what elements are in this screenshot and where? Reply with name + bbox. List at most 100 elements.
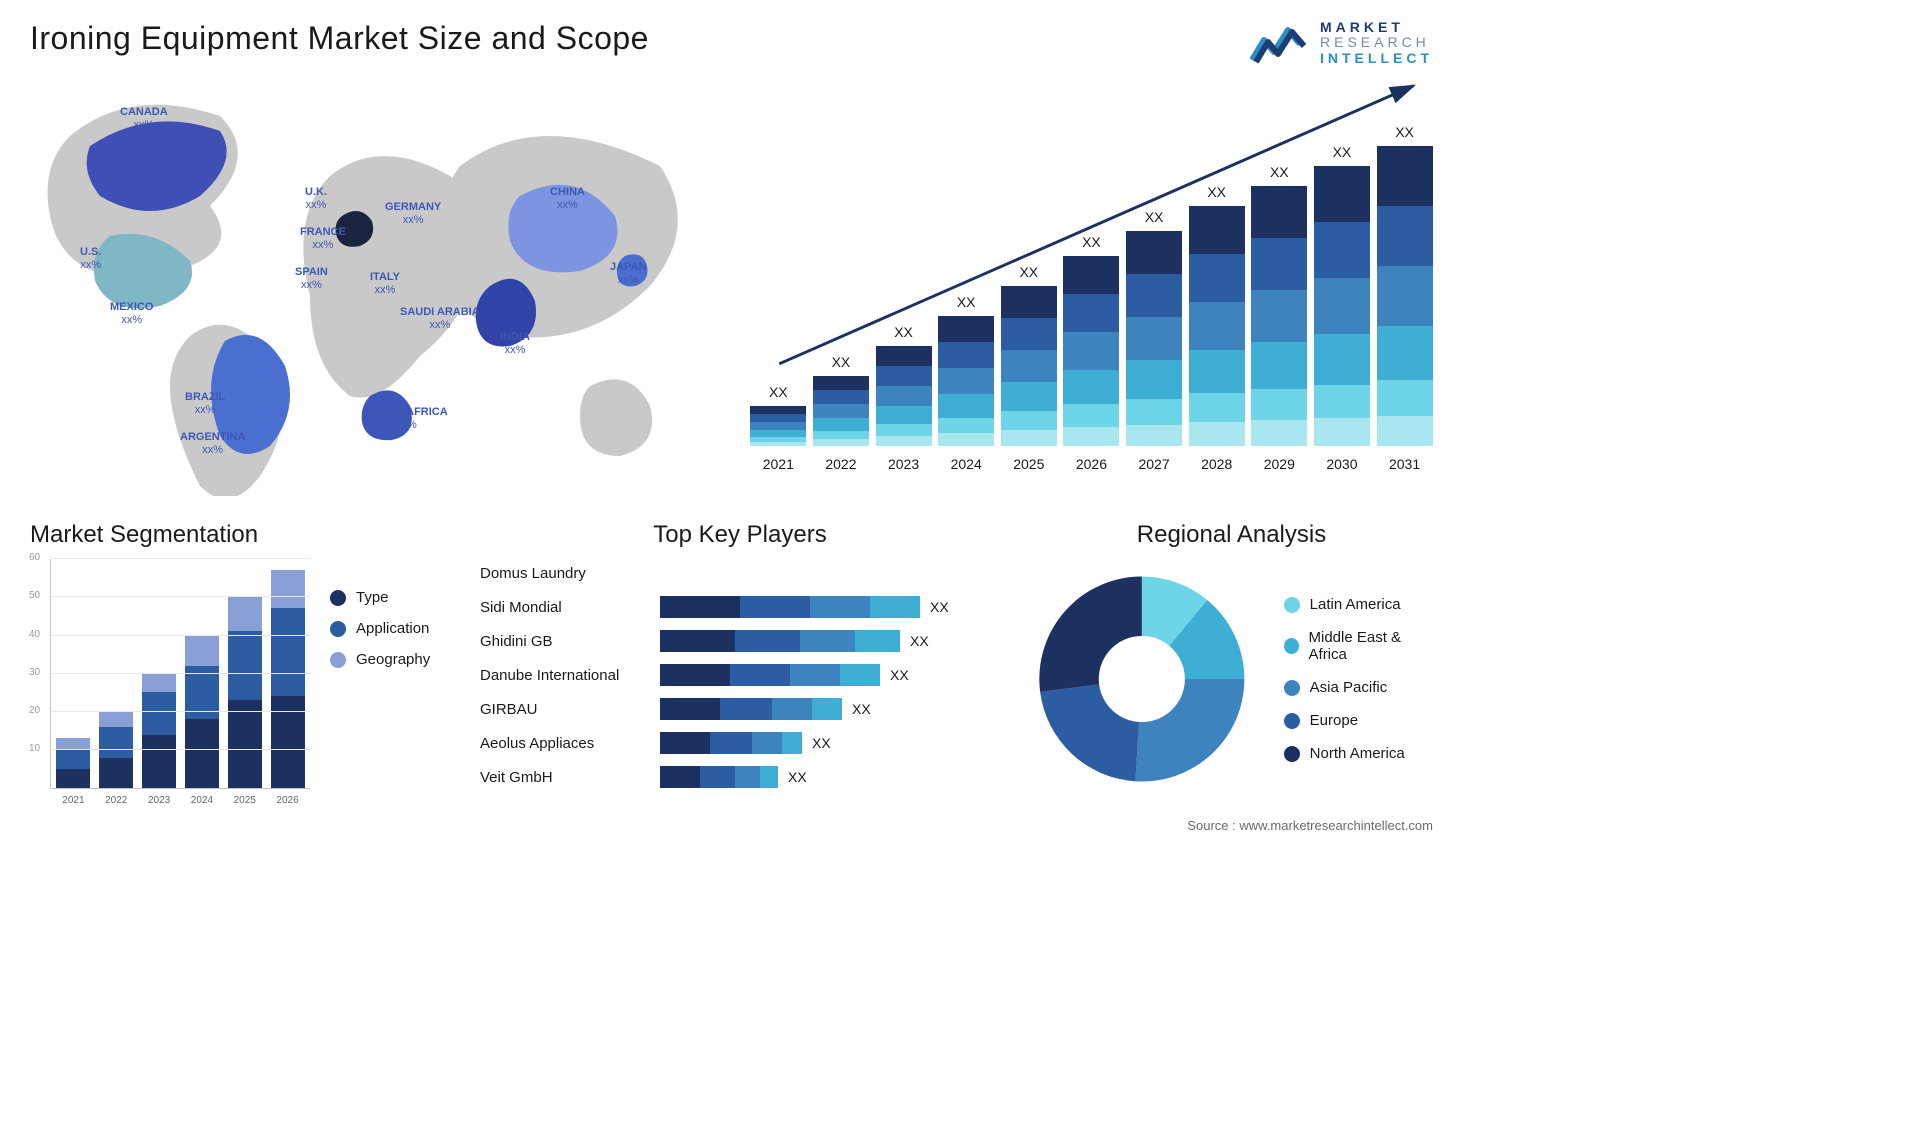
logo-line-2: RESEARCH [1320, 35, 1433, 50]
player-bars: XX XX XX XX XX XX [660, 559, 1000, 791]
map-label: SOUTH AFRICAxx% [365, 406, 448, 432]
segmentation-year-label: 2024 [185, 795, 219, 806]
growth-year-label: 2022 [813, 456, 869, 472]
growth-bar: XX [750, 406, 806, 446]
player-names: Domus LaundrySidi MondialGhidini GBDanub… [480, 559, 660, 791]
growth-bar-label: XX [1001, 264, 1057, 280]
player-bar-row: XX [660, 729, 1000, 757]
legend-dot-icon [1284, 746, 1300, 762]
market-growth-chart: XXXXXXXXXXXXXXXXXXXXXX 20212022202320242… [750, 76, 1433, 476]
player-name: Domus Laundry [480, 559, 660, 587]
player-value: XX [812, 735, 831, 751]
legend-label: Geography [356, 651, 430, 668]
map-label: CHINAxx% [550, 186, 585, 212]
region-panel: Regional Analysis Latin America Middle Ea… [1030, 521, 1433, 799]
growth-bar: XX [1314, 166, 1370, 446]
growth-bars: XXXXXXXXXXXXXXXXXXXXXX [750, 146, 1433, 446]
growth-year-label: 2027 [1126, 456, 1182, 472]
segmentation-year-label: 2026 [271, 795, 305, 806]
growth-bar: XX [1377, 146, 1433, 446]
segmentation-chart: 202120222023202420252026 102030405060 [50, 559, 310, 789]
segmentation-bar [142, 673, 176, 788]
segmentation-years: 202120222023202420252026 [51, 795, 310, 806]
player-bar-row: XX [660, 763, 1000, 791]
growth-bar-label: XX [1314, 144, 1370, 160]
legend-label: Asia Pacific [1310, 679, 1388, 696]
legend-dot-icon [1284, 597, 1300, 613]
growth-year-label: 2025 [1001, 456, 1057, 472]
player-name: Aeolus Appliaces [480, 729, 660, 757]
growth-bar: XX [1189, 206, 1245, 446]
region-legend: Latin America Middle East & Africa Asia Pa… [1284, 596, 1433, 762]
legend-dot-icon [330, 652, 346, 668]
header: Ironing Equipment Market Size and Scope … [30, 20, 1433, 66]
legend-label: Europe [1310, 712, 1358, 729]
map-label: SAUDI ARABIAxx% [400, 306, 480, 332]
player-value: XX [852, 701, 871, 717]
map-label: ITALYxx% [370, 271, 400, 297]
segmentation-year-label: 2025 [228, 795, 262, 806]
segmentation-year-label: 2021 [56, 795, 90, 806]
growth-year-label: 2030 [1314, 456, 1370, 472]
growth-bar: XX [1001, 286, 1057, 446]
growth-bar: XX [1251, 186, 1307, 446]
players-title: Top Key Players [480, 521, 1000, 549]
growth-bar-label: XX [876, 324, 932, 340]
growth-bar-label: XX [1251, 164, 1307, 180]
map-label: CANADAxx% [120, 106, 168, 132]
growth-year-label: 2029 [1251, 456, 1307, 472]
player-bar-row [660, 559, 1000, 587]
brand-logo: MARKET RESEARCH INTELLECT [1250, 20, 1433, 66]
player-name: Danube International [480, 661, 660, 689]
growth-year-label: 2023 [876, 456, 932, 472]
growth-bar-label: XX [1377, 124, 1433, 140]
player-bar-row: XX [660, 593, 1000, 621]
growth-year-label: 2024 [938, 456, 994, 472]
growth-bar: XX [813, 376, 869, 446]
source-text: Source : www.marketresearchintellect.com [1187, 818, 1433, 833]
map-label: ARGENTINAxx% [180, 431, 245, 457]
growth-bar: XX [876, 346, 932, 446]
segmentation-panel: Market Segmentation 20212022202320242025… [30, 521, 450, 799]
segmentation-bar [56, 738, 90, 788]
player-bar-row: XX [660, 661, 1000, 689]
region-donut [1030, 559, 1254, 799]
growth-bar-label: XX [1126, 209, 1182, 225]
legend-dot-icon [330, 590, 346, 606]
legend-item: Middle East & Africa [1284, 629, 1433, 663]
map-label: BRAZILxx% [185, 391, 225, 417]
segmentation-year-label: 2023 [142, 795, 176, 806]
legend-item: Type [330, 589, 430, 606]
legend-item: Geography [330, 651, 430, 668]
segmentation-bars [51, 559, 310, 788]
legend-item: Asia Pacific [1284, 679, 1433, 696]
page-title: Ironing Equipment Market Size and Scope [30, 20, 649, 57]
player-name: Ghidini GB [480, 627, 660, 655]
map-label: MEXICOxx% [110, 301, 153, 327]
world-map: CANADAxx%U.S.xx%MEXICOxx%BRAZILxx%ARGENT… [30, 76, 730, 496]
growth-bar: XX [1126, 231, 1182, 446]
player-value: XX [890, 667, 909, 683]
map-label: JAPANxx% [610, 261, 646, 287]
map-label: INDIAxx% [500, 331, 530, 357]
growth-year-label: 2028 [1189, 456, 1245, 472]
legend-label: Middle East & Africa [1309, 629, 1433, 663]
growth-bar-label: XX [1189, 184, 1245, 200]
segmentation-legend: TypeApplicationGeography [330, 559, 430, 789]
region-title: Regional Analysis [1030, 521, 1433, 549]
player-bar-row: XX [660, 695, 1000, 723]
segmentation-title: Market Segmentation [30, 521, 450, 549]
growth-year-label: 2021 [750, 456, 806, 472]
row-1: CANADAxx%U.S.xx%MEXICOxx%BRAZILxx%ARGENT… [30, 76, 1433, 496]
legend-label: Latin America [1310, 596, 1401, 613]
legend-item: Europe [1284, 712, 1433, 729]
map-label: SPAINxx% [295, 266, 328, 292]
player-name: GIRBAU [480, 695, 660, 723]
growth-years: 2021202220232024202520262027202820292030… [750, 456, 1433, 472]
growth-bar-label: XX [938, 294, 994, 310]
logo-line-3: INTELLECT [1320, 51, 1433, 66]
player-value: XX [930, 599, 949, 615]
legend-dot-icon [1284, 680, 1300, 696]
growth-bar: XX [1063, 256, 1119, 446]
player-value: XX [910, 633, 929, 649]
